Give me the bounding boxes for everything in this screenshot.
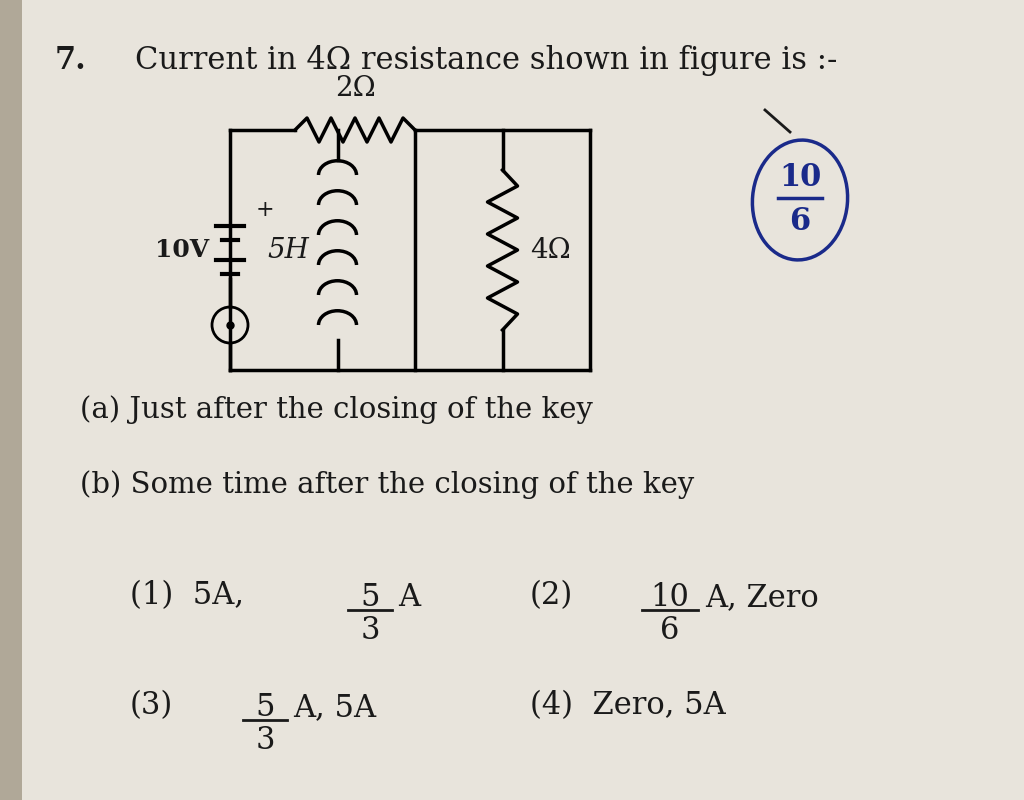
Text: 3: 3 [360,615,380,646]
Text: 5: 5 [360,582,380,613]
Text: 5: 5 [255,692,274,723]
Text: (a) Just after the closing of the key: (a) Just after the closing of the key [80,395,593,424]
Text: 10V: 10V [155,238,209,262]
Circle shape [212,307,248,343]
Text: A, 5A: A, 5A [293,692,376,723]
Text: 4Ω: 4Ω [530,237,571,263]
Text: 10: 10 [779,162,821,194]
Bar [0,0,22,800]
Text: (2): (2) [530,580,573,611]
Text: 2Ω: 2Ω [335,75,376,102]
Text: (1)  5A,: (1) 5A, [130,580,244,611]
Text: (3): (3) [130,690,173,721]
Text: 3: 3 [255,725,274,756]
Text: 6: 6 [790,206,811,238]
Text: 7.: 7. [55,45,87,76]
Text: (b) Some time after the closing of the key: (b) Some time after the closing of the k… [80,470,694,498]
Text: (4)  Zero, 5A: (4) Zero, 5A [530,690,726,721]
Text: A: A [398,582,420,613]
Text: 5H: 5H [267,237,309,263]
Text: A, Zero: A, Zero [705,582,819,613]
Text: +: + [256,199,274,221]
Text: 6: 6 [660,615,680,646]
Text: Current in 4Ω resistance shown in figure is :-: Current in 4Ω resistance shown in figure… [135,45,838,76]
Text: 10: 10 [650,582,689,613]
